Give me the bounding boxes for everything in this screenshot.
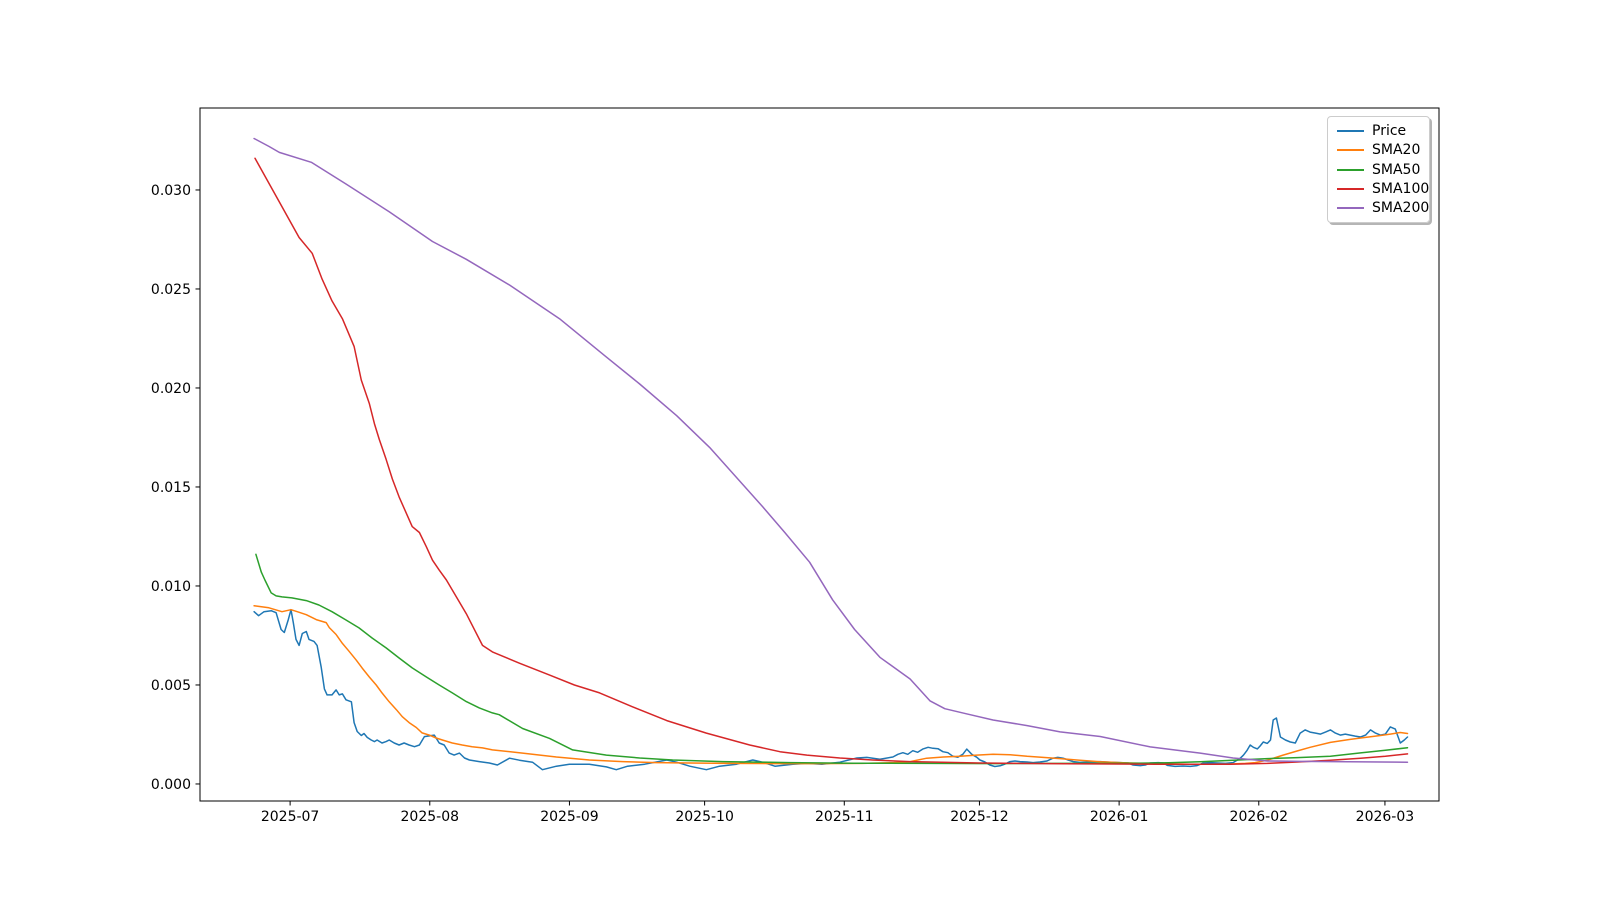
y-tick-label: 0.030 [151,183,191,199]
x-tick-label: 2026-03 [1356,809,1415,825]
legend-label-sma50: SMA50 [1372,161,1421,178]
legend-label-sma200: SMA200 [1372,200,1430,217]
legend-line-sample-sma100 [1337,187,1364,190]
legend-line-sample-sma50 [1337,168,1364,171]
axes-spines [199,107,1440,802]
x-tick-label: 2026-02 [1230,809,1289,825]
y-tick-label: 0.020 [151,381,191,397]
legend-label-sma20: SMA20 [1372,142,1421,159]
legend-item-sma50: SMA50 [1337,160,1423,179]
legend-item-price: Price [1337,121,1423,140]
y-tick-label: 0.025 [151,282,191,298]
y-tick-label: 0.010 [151,579,191,595]
y-tick-label: 0.015 [151,480,191,496]
series-line-sma100 [254,157,1409,765]
x-tick-label: 2025-08 [401,809,460,825]
series-line-sma50 [255,553,1409,765]
legend-label-price: Price [1372,122,1407,139]
y-tick-label: 0.000 [151,777,191,793]
legend-line-sample-sma200 [1337,207,1364,210]
x-tick-label: 2026-01 [1090,809,1149,825]
legend-item-sma20: SMA20 [1337,140,1423,159]
series-line-sma200 [253,137,1409,763]
legend-line-sample-price [1337,129,1364,132]
series-line-price [253,608,1409,771]
legend-line-sample-sma20 [1337,149,1364,152]
x-tick-label: 2025-12 [950,809,1009,825]
legend-label-sma100: SMA100 [1372,180,1430,197]
series-line-sma20 [253,605,1409,765]
legend-box: Price SMA20 SMA50 SMA100 SMA200 [1327,116,1430,223]
x-tick-label: 2025-11 [815,809,874,825]
legend-item-sma100: SMA100 [1337,179,1429,198]
y-tick-label: 0.005 [151,678,191,694]
x-tick-label: 2025-09 [540,809,599,825]
x-tick-label: 2025-07 [261,809,320,825]
legend-item-sma200: SMA200 [1337,199,1429,218]
x-tick-label: 2025-10 [675,809,734,825]
